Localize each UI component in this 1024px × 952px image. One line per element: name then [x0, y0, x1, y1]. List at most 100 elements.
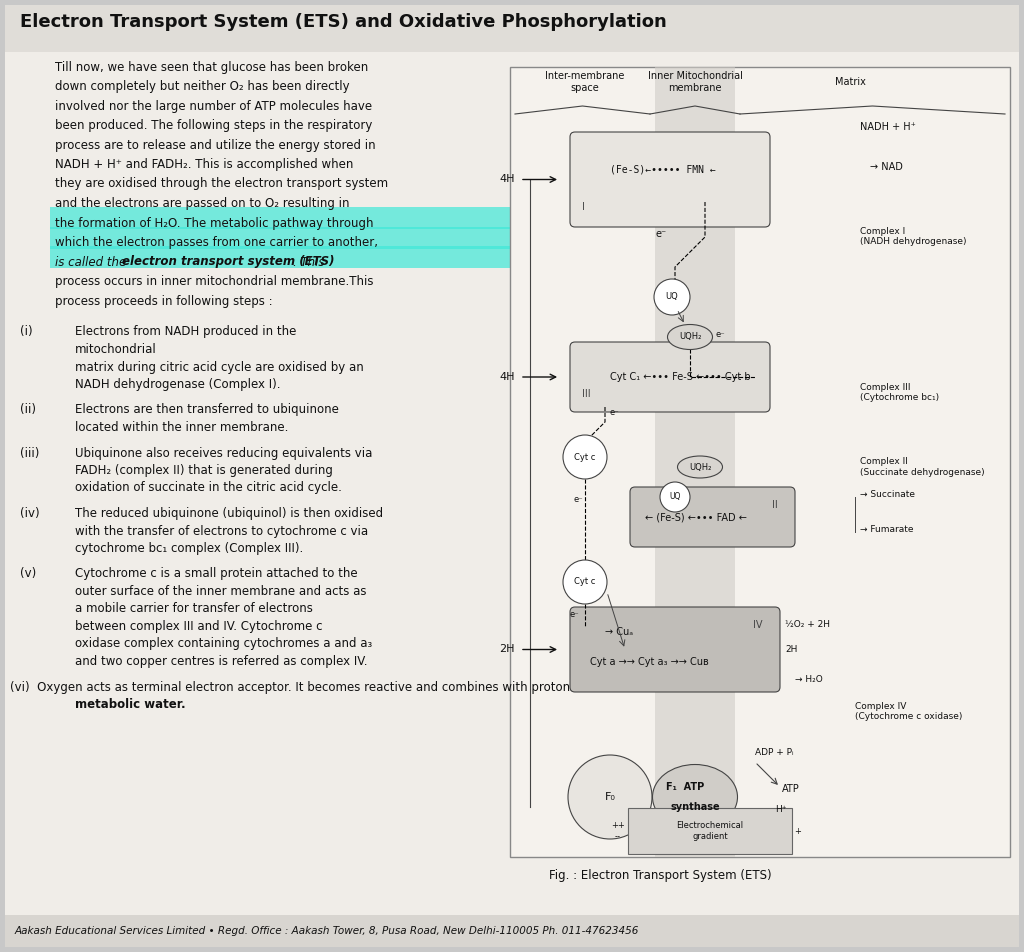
Text: Electrons are then transferred to ubiquinone: Electrons are then transferred to ubiqui…	[75, 404, 339, 417]
Text: (iii): (iii)	[20, 446, 39, 460]
Text: Complex II
(Succinate dehydrogenase): Complex II (Succinate dehydrogenase)	[860, 457, 985, 477]
FancyBboxPatch shape	[50, 207, 520, 229]
Text: I: I	[582, 202, 585, 212]
Circle shape	[563, 435, 607, 479]
Text: Aakash Educational Services Limited • Regd. Office : Aakash Tower, 8, Pusa Road,: Aakash Educational Services Limited • Re…	[15, 926, 639, 936]
Text: a mobile carrier for transfer of electrons: a mobile carrier for transfer of electro…	[75, 603, 313, 616]
Text: → H₂O: → H₂O	[795, 675, 822, 684]
Circle shape	[568, 755, 652, 839]
Text: involved nor the large number of ATP molecules have: involved nor the large number of ATP mol…	[55, 100, 372, 112]
Text: metabolic water.: metabolic water.	[75, 698, 185, 711]
Text: ½O₂ + 2H: ½O₂ + 2H	[785, 620, 830, 629]
Text: and the electrons are passed on to O₂ resulting in: and the electrons are passed on to O₂ re…	[55, 197, 349, 210]
Text: e⁻: e⁻	[573, 495, 583, 504]
Text: process occurs in inner mitochondrial membrane.This: process occurs in inner mitochondrial me…	[55, 275, 374, 288]
Ellipse shape	[668, 325, 713, 349]
Text: Electrons from NADH produced in the: Electrons from NADH produced in the	[75, 326, 296, 339]
Text: 2H: 2H	[500, 645, 515, 655]
Text: Complex III
(Cytochrome bc₁): Complex III (Cytochrome bc₁)	[860, 383, 939, 402]
FancyBboxPatch shape	[50, 227, 520, 248]
Text: oxidase complex containing cytochromes a and a₃: oxidase complex containing cytochromes a…	[75, 638, 373, 650]
Text: Ubiquinone also receives reducing equivalents via: Ubiquinone also receives reducing equiva…	[75, 446, 373, 460]
FancyBboxPatch shape	[50, 246, 520, 268]
Text: and two copper centres is referred as complex IV.: and two copper centres is referred as co…	[75, 655, 368, 668]
Text: UQH₂: UQH₂	[689, 463, 712, 471]
Text: e⁻: e⁻	[655, 229, 667, 239]
Text: Cyt c: Cyt c	[574, 452, 596, 462]
Circle shape	[563, 560, 607, 604]
Text: (Fe-S)←••••• FMN ←: (Fe-S)←••••• FMN ←	[610, 165, 716, 175]
Text: oxidation of succinate in the citric acid cycle.: oxidation of succinate in the citric aci…	[75, 482, 342, 494]
Text: UQ: UQ	[670, 492, 681, 502]
Text: FADH₂ (complex II) that is generated during: FADH₂ (complex II) that is generated dur…	[75, 464, 333, 477]
FancyBboxPatch shape	[570, 132, 770, 227]
Text: (v): (v)	[20, 567, 36, 581]
Text: is called the: is called the	[55, 255, 130, 268]
Text: → Succinate: → Succinate	[860, 490, 915, 499]
Text: matrix during citric acid cycle are oxidised by an: matrix during citric acid cycle are oxid…	[75, 361, 364, 373]
Text: they are oxidised through the electron transport system: they are oxidised through the electron t…	[55, 177, 388, 190]
Text: outer surface of the inner membrane and acts as: outer surface of the inner membrane and …	[75, 585, 367, 598]
Text: → Fumarate: → Fumarate	[860, 525, 913, 534]
Text: The reduced ubiquinone (ubiquinol) is then oxidised: The reduced ubiquinone (ubiquinol) is th…	[75, 507, 383, 520]
Text: NADH + H⁺ and FADH₂. This is accomplished when: NADH + H⁺ and FADH₂. This is accomplishe…	[55, 158, 353, 171]
Text: Cyt C₁ ←••• Fe-S ←••• Cyt b: Cyt C₁ ←••• Fe-S ←••• Cyt b	[610, 372, 751, 382]
Text: 2H: 2H	[785, 645, 798, 654]
Text: ← (Fe-S) ←••• FAD ←: ← (Fe-S) ←••• FAD ←	[645, 512, 746, 522]
FancyBboxPatch shape	[655, 67, 735, 857]
Text: synthase: synthase	[670, 802, 720, 812]
FancyBboxPatch shape	[570, 342, 770, 412]
Text: process proceeds in following steps :: process proceeds in following steps :	[55, 294, 272, 307]
Text: cytochrome bc₁ complex (Complex III).: cytochrome bc₁ complex (Complex III).	[75, 542, 303, 555]
Text: +: +	[795, 826, 802, 836]
Text: the formation of H₂O. The metabolic pathway through: the formation of H₂O. The metabolic path…	[55, 216, 374, 229]
Text: between complex III and IV. Cytochrome c: between complex III and IV. Cytochrome c	[75, 620, 323, 633]
FancyBboxPatch shape	[630, 487, 795, 547]
Text: ADP + Pᵢ: ADP + Pᵢ	[755, 748, 794, 757]
Text: ATP: ATP	[782, 784, 800, 794]
Text: Complex IV
(Cytochrome c oxidase): Complex IV (Cytochrome c oxidase)	[855, 702, 963, 722]
Text: F₁  ATP: F₁ ATP	[666, 782, 705, 792]
Text: ++
--: ++ --	[611, 822, 625, 841]
Text: NADH + H⁺: NADH + H⁺	[860, 122, 915, 132]
Text: III: III	[582, 389, 591, 399]
Text: Fig. : Electron Transport System (ETS): Fig. : Electron Transport System (ETS)	[549, 869, 771, 882]
Text: Matrix: Matrix	[835, 77, 865, 87]
Text: Cyt c: Cyt c	[574, 578, 596, 586]
Text: UQH₂: UQH₂	[679, 332, 701, 342]
Text: e⁻: e⁻	[715, 330, 725, 339]
Text: → Cuₐ: → Cuₐ	[605, 627, 633, 637]
FancyBboxPatch shape	[570, 607, 780, 692]
Text: (iv): (iv)	[20, 507, 40, 520]
Text: (vi)  Oxygen acts as terminal electron acceptor. It becomes reactive and combine: (vi) Oxygen acts as terminal electron ac…	[10, 681, 624, 693]
Text: Complex I
(NADH dehydrogenase): Complex I (NADH dehydrogenase)	[860, 227, 967, 247]
Text: Inter-membrane
space: Inter-membrane space	[546, 71, 625, 92]
Circle shape	[660, 482, 690, 512]
Text: Electron Transport System (ETS) and Oxidative Phosphorylation: Electron Transport System (ETS) and Oxid…	[20, 13, 667, 31]
Text: down completely but neither O₂ has been directly: down completely but neither O₂ has been …	[55, 80, 349, 93]
FancyBboxPatch shape	[628, 808, 792, 854]
Text: mitochondrial: mitochondrial	[75, 343, 157, 356]
FancyBboxPatch shape	[5, 5, 1019, 947]
Ellipse shape	[678, 456, 723, 478]
Text: 4H: 4H	[500, 174, 515, 185]
Text: been produced. The following steps in the respiratory: been produced. The following steps in th…	[55, 119, 373, 132]
FancyBboxPatch shape	[5, 5, 1019, 52]
Text: NADH dehydrogenase (Complex I).: NADH dehydrogenase (Complex I).	[75, 378, 281, 391]
Text: Electrochemical
gradient: Electrochemical gradient	[677, 822, 743, 841]
Text: Cytochrome c is a small protein attached to the: Cytochrome c is a small protein attached…	[75, 567, 357, 581]
Text: IV: IV	[754, 620, 763, 630]
Text: 4H: 4H	[500, 372, 515, 382]
Text: UQ: UQ	[666, 292, 678, 302]
Text: Till now, we have seen that glucose has been broken: Till now, we have seen that glucose has …	[55, 61, 369, 73]
Ellipse shape	[652, 764, 737, 829]
Text: H⁺: H⁺	[775, 805, 786, 814]
Text: process are to release and utilize the energy stored in: process are to release and utilize the e…	[55, 138, 376, 151]
Text: II: II	[772, 500, 778, 510]
Text: Inner Mitochondrial
membrane: Inner Mitochondrial membrane	[647, 71, 742, 92]
Text: with the transfer of electrons to cytochrome c via: with the transfer of electrons to cytoch…	[75, 525, 368, 538]
FancyBboxPatch shape	[5, 915, 1019, 947]
Text: e⁻: e⁻	[610, 408, 620, 417]
Text: electron transport system (ETS): electron transport system (ETS)	[122, 255, 335, 268]
Text: e⁻: e⁻	[570, 610, 580, 619]
